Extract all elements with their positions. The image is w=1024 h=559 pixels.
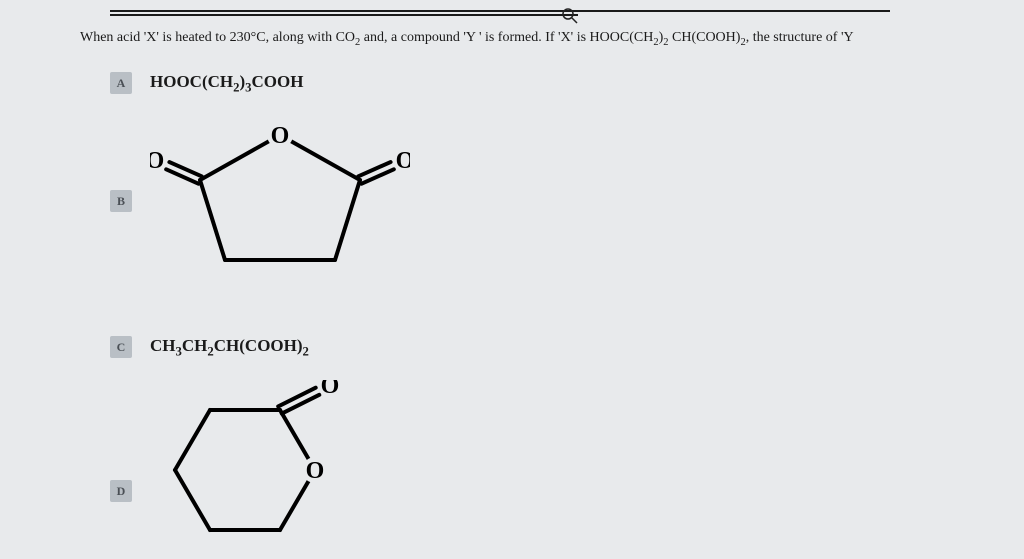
- option-D-structure: OO: [150, 380, 360, 559]
- option-A-label[interactable]: A: [110, 72, 132, 94]
- svg-text:O: O: [396, 148, 410, 174]
- search-icon: [560, 6, 580, 26]
- svg-text:O: O: [271, 123, 290, 149]
- svg-text:O: O: [150, 148, 164, 174]
- svg-text:O: O: [306, 458, 325, 484]
- option-C-label[interactable]: C: [110, 336, 132, 358]
- question-text: When acid 'X' is heated to 230°C, along …: [80, 28, 1014, 50]
- exam-page: When acid 'X' is heated to 230°C, along …: [0, 0, 1024, 559]
- option-A-text: HOOC(CH2)3COOH: [150, 72, 303, 95]
- option-C-text: CH3CH2CH(COOH)2: [150, 336, 309, 359]
- option-D-label[interactable]: D: [110, 480, 132, 502]
- option-B-label[interactable]: B: [110, 190, 132, 212]
- svg-text:O: O: [321, 380, 340, 399]
- header-rule: [110, 10, 890, 16]
- option-B-structure: OOO: [150, 100, 410, 300]
